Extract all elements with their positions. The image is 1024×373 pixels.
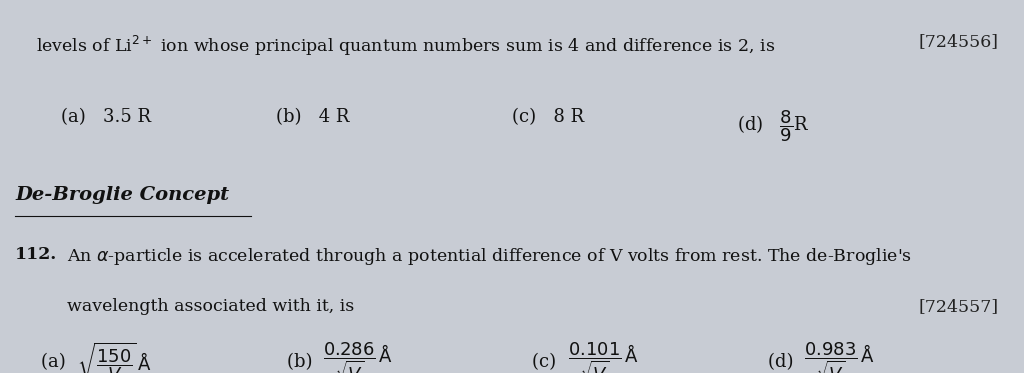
- Text: (b): (b): [287, 353, 324, 371]
- Text: [724557]: [724557]: [919, 298, 998, 316]
- Text: levels of Li$^{2+}$ ion whose principal quantum numbers sum is 4 and difference : levels of Li$^{2+}$ ion whose principal …: [36, 34, 775, 58]
- Text: An $\alpha$-particle is accelerated through a potential difference of V volts fr: An $\alpha$-particle is accelerated thro…: [67, 246, 911, 267]
- Text: (d)   $\dfrac{8}{9}$R: (d) $\dfrac{8}{9}$R: [737, 108, 810, 144]
- Text: 112.: 112.: [15, 246, 57, 263]
- Text: wavelength associated with it, is: wavelength associated with it, is: [67, 298, 354, 316]
- Text: (c)   8 R: (c) 8 R: [512, 108, 584, 126]
- Text: (c): (c): [532, 353, 568, 371]
- Text: [724556]: [724556]: [919, 34, 998, 51]
- Text: (d): (d): [768, 353, 805, 371]
- Text: $\dfrac{0.286}{\sqrt{V}}\,\mathrm{\AA}$: $\dfrac{0.286}{\sqrt{V}}\,\mathrm{\AA}$: [323, 341, 392, 373]
- Text: De-Broglie Concept: De-Broglie Concept: [15, 186, 229, 204]
- Text: $\dfrac{0.983}{\sqrt{V}}\,\mathrm{\AA}$: $\dfrac{0.983}{\sqrt{V}}\,\mathrm{\AA}$: [804, 341, 874, 373]
- Text: (b)   4 R: (b) 4 R: [276, 108, 350, 126]
- Text: (a)   3.5 R: (a) 3.5 R: [61, 108, 152, 126]
- Text: $\dfrac{0.101}{\sqrt{V}}\,\mathrm{\AA}$: $\dfrac{0.101}{\sqrt{V}}\,\mathrm{\AA}$: [568, 341, 639, 373]
- Text: (a): (a): [41, 353, 77, 371]
- Text: $\sqrt{\dfrac{150}{V}}\,\mathrm{\AA}$: $\sqrt{\dfrac{150}{V}}\,\mathrm{\AA}$: [77, 341, 152, 373]
